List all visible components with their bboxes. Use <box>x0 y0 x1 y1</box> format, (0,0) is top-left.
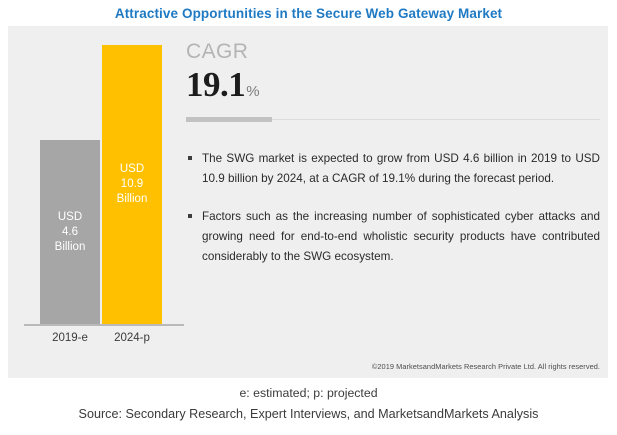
cagr-value-row: 19.1% <box>186 66 600 111</box>
bar-2019-unit: Billion <box>54 240 86 253</box>
section-divider <box>186 117 600 122</box>
bar-chart: USD 4.6 Billion USD 10.9 Billion 2019-e … <box>8 26 188 378</box>
square-bullet-icon <box>188 214 192 218</box>
list-item-text: The SWG market is expected to grow from … <box>202 152 600 185</box>
square-bullet-icon <box>188 156 192 160</box>
footnote-source: Source: Secondary Research, Expert Inter… <box>78 407 539 421</box>
x-axis-tick-2019-e: 2019-e <box>52 332 88 344</box>
divider-thin-rule <box>186 119 600 120</box>
info-column: CAGR 19.1% The SWG market is expected to… <box>186 40 600 267</box>
cagr-percent-symbol: % <box>246 83 260 100</box>
list-item: Factors such as the increasing number of… <box>186 207 600 267</box>
list-item: The SWG market is expected to grow from … <box>186 149 600 189</box>
cagr-label: CAGR <box>186 40 249 63</box>
bar-2024-unit: Billion <box>116 193 148 205</box>
footnote-legend: e: estimated; p: projected <box>239 386 378 400</box>
bar-2024-value: 10.9 <box>120 178 144 190</box>
bar-2019-e[interactable]: USD 4.6 Billion <box>40 140 100 324</box>
list-item-text: Factors such as the increasing number of… <box>202 210 600 263</box>
x-axis-tick-2024-p: 2024-p <box>114 332 150 344</box>
divider-accent-rule <box>186 117 272 122</box>
insight-list: The SWG market is expected to grow from … <box>186 149 600 267</box>
cagr-value: 19.1 <box>186 65 246 104</box>
page-title: Attractive Opportunities in the Secure W… <box>114 6 503 21</box>
bar-2024-currency: USD <box>119 163 145 175</box>
bar-2019-currency: USD <box>57 210 83 223</box>
x-axis-line <box>24 324 184 326</box>
copyright-notice: ©2019 MarketsandMarkets Research Private… <box>371 362 600 371</box>
bar-2024-p[interactable]: USD 10.9 Billion <box>102 45 162 324</box>
bar-2019-value: 4.6 <box>62 225 78 238</box>
